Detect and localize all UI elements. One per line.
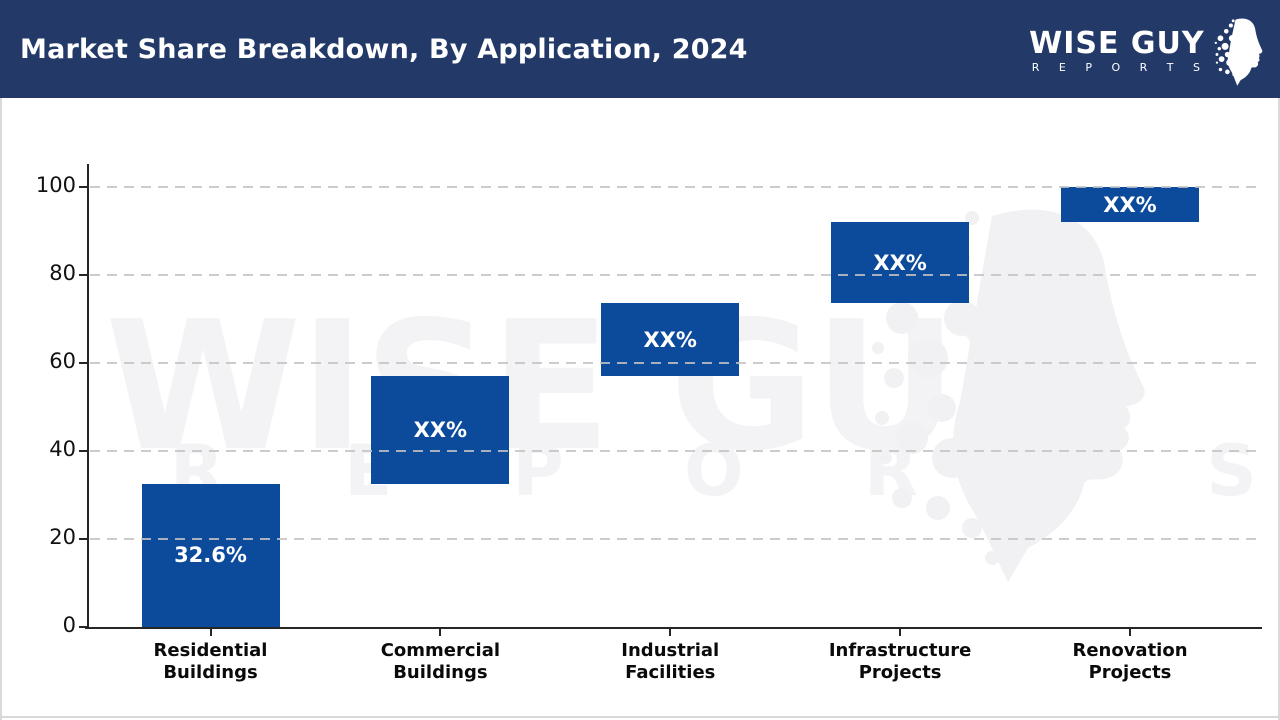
y-tick-mark	[79, 450, 88, 452]
bar-value-label: XX%	[643, 327, 697, 352]
y-tick-mark	[79, 626, 88, 628]
x-category-label-line: Projects	[858, 661, 942, 683]
x-category-label: Infrastructure Projects	[785, 640, 1015, 684]
bar-residential-buildings: 32.6%	[141, 483, 280, 627]
x-tick-mark	[669, 627, 672, 636]
x-category-label-line: Commercial	[380, 640, 501, 661]
y-tick-label: 80	[49, 261, 76, 285]
x-category-label: Commercial Buildings	[325, 640, 555, 684]
bar-commercial-buildings: XX%	[371, 376, 510, 484]
page-border-bottom	[0, 716, 1280, 718]
gridline-40	[90, 450, 1257, 452]
x-category-label-line: Buildings	[393, 661, 488, 683]
x-category-label: Residential Buildings	[96, 640, 326, 684]
gridline-80	[90, 274, 1257, 276]
x-category-label-line: Facilities	[625, 661, 716, 683]
x-category-label-line: Projects	[1088, 661, 1172, 683]
y-tick-mark	[79, 362, 88, 364]
chart-title: Market Share Breakdown, By Application, …	[20, 33, 748, 65]
y-axis-line	[87, 164, 89, 629]
bar-value-label: 32.6%	[174, 543, 247, 568]
x-axis-line	[85, 627, 1262, 629]
y-tick-label: 0	[62, 613, 76, 637]
bar-industrial-facilities: XX%	[601, 303, 740, 377]
bar-infrastructure-projects: XX%	[831, 222, 970, 304]
logo-wordmark: WISE GUY	[1029, 25, 1205, 61]
page-border-right	[1278, 98, 1280, 720]
bar-value-label: XX%	[873, 250, 927, 275]
y-tick-label: 100	[35, 173, 76, 197]
header-bar: Market Share Breakdown, By Application, …	[0, 0, 1280, 98]
x-category-label: Renovation Projects	[1015, 640, 1245, 684]
y-tick-label: 60	[49, 349, 76, 373]
gridline-20	[90, 538, 1257, 540]
x-category-label-line: Buildings	[163, 661, 258, 683]
logo-reports-text: R E P O R T S	[1031, 61, 1208, 75]
logo-wordmark-block: WISE GUY R E P O R T S	[1026, 28, 1208, 75]
x-tick-mark	[209, 627, 212, 636]
y-tick-mark	[79, 274, 88, 276]
y-tick-label: 40	[49, 437, 76, 461]
x-category-label-line: Residential	[153, 640, 268, 661]
bar-renovation-projects: XX%	[1061, 187, 1199, 223]
gridline-100	[90, 186, 1257, 188]
x-category-label-line: Infrastructure	[828, 640, 972, 661]
page-border-left	[0, 98, 2, 720]
bar-value-label: XX%	[413, 417, 468, 442]
x-tick-mark	[899, 627, 902, 636]
x-category-label: Industrial Facilities	[555, 640, 785, 684]
y-tick-mark	[79, 186, 88, 188]
x-tick-mark	[439, 627, 442, 636]
y-tick-label: 20	[49, 525, 76, 549]
gridline-60	[90, 362, 1257, 364]
waterfall-chart: WISE GUY R E P O R T S 0 20 40 60 80 100 32.6%…	[0, 98, 1280, 720]
bar-value-label: XX%	[1103, 192, 1157, 217]
wise-guy-logo: WISE GUY R E P O R T S	[1026, 10, 1268, 92]
x-category-label-line: Industrial	[621, 640, 720, 661]
x-category-label-line: Renovation	[1072, 640, 1188, 661]
y-tick-mark	[79, 538, 88, 540]
x-tick-mark	[1129, 627, 1131, 636]
logo-face-icon	[1214, 18, 1263, 86]
